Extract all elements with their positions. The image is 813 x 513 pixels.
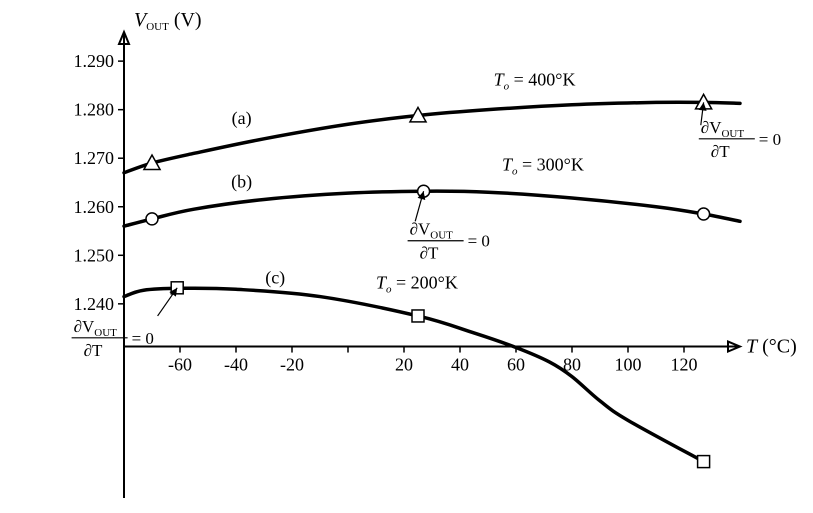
- marker-square: [698, 456, 710, 468]
- series-letter-b: (b): [231, 171, 252, 192]
- series-to-label-c: To = 200°K: [376, 272, 458, 295]
- deriv-num: ∂VOUT: [701, 118, 745, 140]
- x-tick-label: -20: [280, 355, 304, 375]
- y-tick-label: 1.260: [74, 197, 115, 217]
- curve-b: [124, 191, 740, 226]
- deriv-eq: = 0: [132, 329, 154, 348]
- series-to-label-b: To = 300°K: [502, 154, 584, 177]
- series-letter-c: (c): [265, 267, 285, 288]
- x-tick-label: 20: [395, 355, 413, 375]
- y-tick-label: 1.240: [74, 294, 115, 314]
- x-tick-label: 100: [615, 355, 642, 375]
- y-tick-label: 1.280: [74, 100, 115, 120]
- deriv-eq: = 0: [468, 232, 490, 251]
- marker-circle: [146, 213, 158, 225]
- y-tick-label: 1.290: [74, 51, 115, 71]
- y-tick-label: 1.250: [74, 245, 115, 265]
- marker-square: [412, 310, 424, 322]
- deriv-den: ∂T: [84, 341, 103, 360]
- x-tick-label: 60: [507, 355, 525, 375]
- deriv-eq: = 0: [759, 130, 781, 149]
- x-tick-label: -60: [168, 355, 192, 375]
- deriv-num: ∂VOUT: [410, 220, 454, 242]
- x-axis-label: T (°C): [746, 336, 797, 358]
- deriv-num: ∂VOUT: [74, 317, 118, 339]
- series-to-label-a: To = 400°K: [494, 69, 576, 92]
- y-axis-label: VOUT (V): [134, 9, 202, 33]
- deriv-den: ∂T: [711, 142, 730, 161]
- curve-a: [124, 102, 740, 173]
- marker-circle: [698, 208, 710, 220]
- y-tick-label: 1.270: [74, 148, 115, 168]
- series-letter-a: (a): [232, 108, 252, 129]
- x-tick-label: 40: [451, 355, 469, 375]
- deriv-den: ∂T: [420, 244, 439, 263]
- x-tick-label: -40: [224, 355, 248, 375]
- x-tick-label: 120: [671, 355, 698, 375]
